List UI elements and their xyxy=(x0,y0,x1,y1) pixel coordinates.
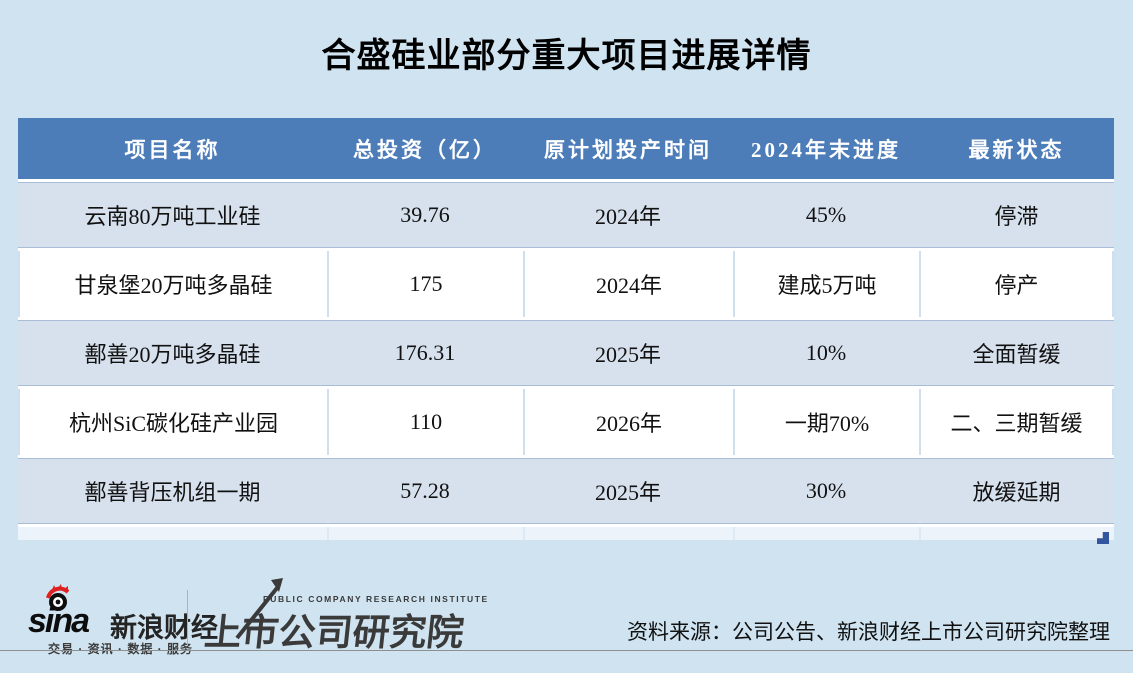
table-partial-row xyxy=(18,527,1114,540)
table-row: 云南80万吨工业硅 39.76 2024年 45% 停滞 xyxy=(18,182,1114,251)
table-cell: 一期70% xyxy=(733,389,919,455)
sina-eye-icon xyxy=(44,584,78,619)
table-cell: 停产 xyxy=(919,251,1114,317)
projects-table: 项目名称 总投资（亿） 原计划投产时间 2024年末进度 最新状态 云南80万吨… xyxy=(18,118,1114,544)
table-cell: 110 xyxy=(327,389,523,455)
table-cell: 杭州SiC碳化硅产业园 xyxy=(18,389,327,455)
table-row: 鄯善20万吨多晶硅 176.31 2025年 10% 全面暂缓 xyxy=(18,320,1114,389)
sina-tagline: 交易 · 资讯 · 数据 · 服务 xyxy=(48,642,193,656)
table-row: 甘泉堡20万吨多晶硅 175 2024年 建成5万吨 停产 xyxy=(18,251,1114,320)
table-cell: 2025年 xyxy=(594,480,661,505)
table-cell: 鄯善20万吨多晶硅 xyxy=(84,342,261,367)
column-header-total-investment: 总投资（亿） xyxy=(353,137,497,162)
footer: sina 新浪财经 交易 · 资讯 · 数据 · 服务 PUBLIC COMPA… xyxy=(0,578,1133,656)
table-cell: 30% xyxy=(805,478,847,503)
column-header-progress: 2024年末进度 xyxy=(751,137,901,162)
table-cell: 2024年 xyxy=(523,251,733,317)
table-row: 杭州SiC碳化硅产业园 110 2026年 一期70% 二、三期暂缓 xyxy=(18,389,1114,458)
table-cell: 57.28 xyxy=(400,478,450,503)
table-cell: 停滞 xyxy=(994,204,1039,229)
table-cell: 建成5万吨 xyxy=(733,251,919,317)
sina-logo-text: sina xyxy=(28,602,90,640)
table-cell: 2024年 xyxy=(594,204,661,229)
column-header-project-name: 项目名称 xyxy=(124,137,221,162)
partial-cell xyxy=(327,527,523,540)
page-title: 合盛硅业部分重大项目进展详情 xyxy=(321,37,812,75)
table-cell: 45% xyxy=(805,202,847,227)
table-cell: 175 xyxy=(327,251,523,317)
table-cell: 39.76 xyxy=(400,202,450,227)
research-institute-logo: PUBLIC COMPANY RESEARCH INSTITUTE 上市公司研究… xyxy=(202,578,565,653)
table-cell: 全面暂缓 xyxy=(972,342,1061,367)
arrow-icon xyxy=(231,576,301,647)
table-cell: 10% xyxy=(805,340,847,365)
partial-cell xyxy=(919,527,1114,540)
table-cell: 二、三期暂缓 xyxy=(919,389,1114,455)
column-header-status: 最新状态 xyxy=(968,137,1065,162)
table-cell: 176.31 xyxy=(394,340,456,365)
table-cell: 2026年 xyxy=(523,389,733,455)
table-cell: 鄯善背压机组一期 xyxy=(84,480,261,505)
column-header-planned-date: 原计划投产时间 xyxy=(544,137,712,162)
footer-divider xyxy=(187,590,188,646)
table-cell: 甘泉堡20万吨多晶硅 xyxy=(18,251,327,317)
table-cell: 2025年 xyxy=(594,342,661,367)
bottom-rule xyxy=(0,650,1133,651)
partial-cell xyxy=(733,527,919,540)
table-row: 鄯善背压机组一期 57.28 2025年 30% 放缓延期 xyxy=(18,458,1114,527)
table-cell: 云南80万吨工业硅 xyxy=(84,204,261,229)
table-header-row: 项目名称 总投资（亿） 原计划投产时间 2024年末进度 最新状态 xyxy=(18,118,1114,182)
institute-english-text: PUBLIC COMPANY RESEARCH INSTITUTE xyxy=(263,594,489,604)
partial-cell xyxy=(523,527,733,540)
table-cell: 放缓延期 xyxy=(972,480,1061,505)
table-body: 云南80万吨工业硅 39.76 2024年 45% 停滞 甘泉堡20万吨多晶硅 175 202… xyxy=(18,182,1114,527)
partial-cell xyxy=(18,527,327,540)
source-attribution: 资料来源：公司公告、新浪财经上市公司研究院整理 xyxy=(627,621,1110,644)
sina-brand-text: 新浪财经 xyxy=(110,613,218,643)
